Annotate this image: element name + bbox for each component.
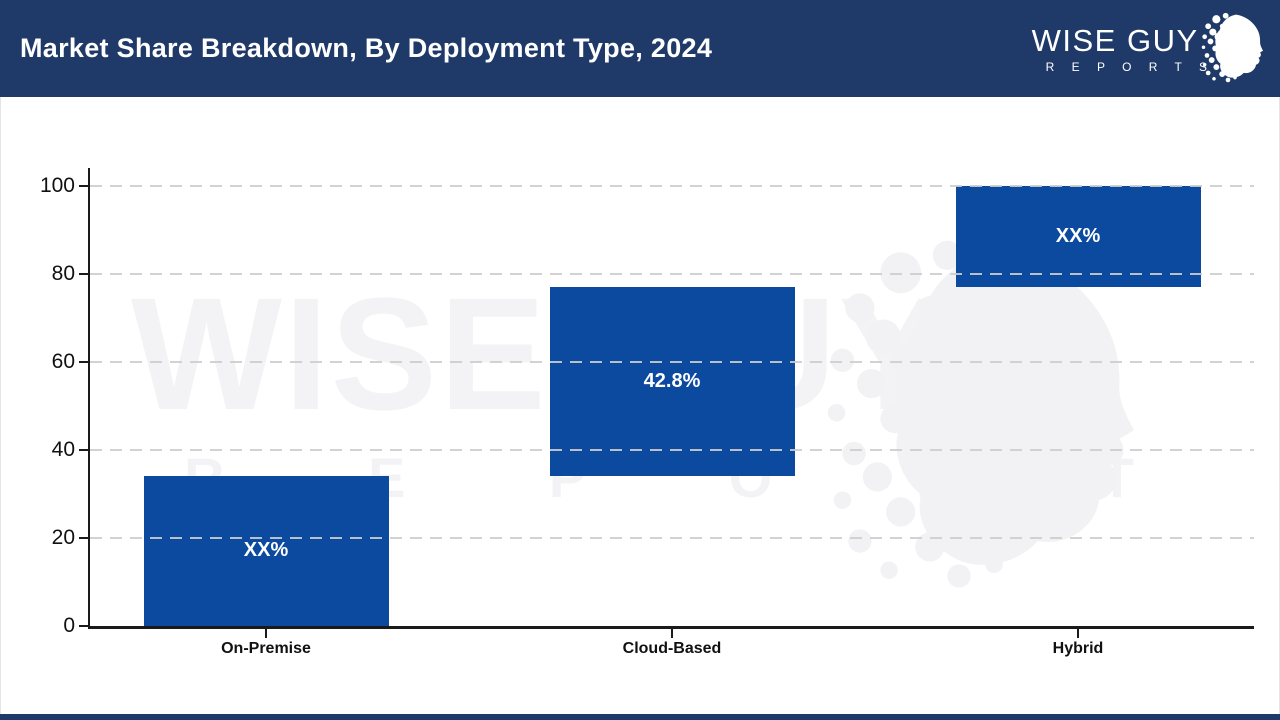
bar-hybrid: XX%	[955, 186, 1201, 288]
gridline-60	[90, 361, 1254, 363]
bar-value-label: XX%	[243, 539, 289, 562]
y-tick-label-20: 20	[51, 526, 75, 549]
page-title: Market Share Breakdown, By Deployment Ty…	[20, 33, 713, 63]
gridline-100	[90, 185, 1254, 187]
y-tick-label-0: 0	[63, 614, 75, 637]
bar-on-premise: XX%	[143, 475, 389, 626]
y-tick-40	[79, 449, 88, 451]
bar-cloud-based: 42.8%	[549, 287, 795, 476]
y-tick-60	[79, 361, 88, 363]
bar-value-label: 42.8%	[643, 369, 701, 392]
x-category-label-hybrid: Hybrid	[1052, 640, 1104, 657]
chart-area: WISE GUY R E P O R T S 0 20 40 60 80 100 XX% 42…	[0, 97, 1280, 714]
watermark-wordmark: WISE GUY	[131, 264, 948, 443]
x-axis-line	[88, 626, 1254, 629]
x-tick-3	[1077, 629, 1079, 638]
logo-subtitle: R E P O R T S	[1045, 60, 1214, 74]
wiseguy-logo: WISE GUY R E P O R T S	[1032, 8, 1270, 90]
header-bar: Market Share Breakdown, By Deployment Ty…	[0, 0, 1280, 97]
y-axis-line	[88, 168, 90, 629]
footer-bar	[0, 714, 1280, 720]
y-tick-label-60: 60	[51, 350, 75, 373]
head-watermark-icon	[827, 240, 1134, 588]
y-tick-100	[79, 185, 88, 187]
wiseguy-head-icon	[1201, 12, 1263, 83]
y-tick-0	[79, 625, 88, 627]
x-tick-2	[671, 629, 673, 638]
y-tick-label-100: 100	[39, 174, 75, 197]
x-category-label-cloud-based: Cloud-Based	[622, 640, 722, 657]
y-tick-label-40: 40	[51, 438, 75, 461]
gridline-40	[90, 449, 1254, 451]
logo-wordmark: WISE GUY	[1031, 23, 1199, 58]
gridline-80	[90, 273, 1254, 275]
gridline-20	[90, 537, 1254, 539]
wiseguy-logo-text: WISE GUY R E P O R T S	[1031, 23, 1214, 75]
y-tick-label-80: 80	[51, 262, 75, 285]
x-category-label-on-premise: On-Premise	[221, 640, 311, 657]
bar-value-label: XX%	[1055, 225, 1101, 248]
x-tick-1	[265, 629, 267, 638]
y-tick-80	[79, 273, 88, 275]
y-tick-20	[79, 537, 88, 539]
